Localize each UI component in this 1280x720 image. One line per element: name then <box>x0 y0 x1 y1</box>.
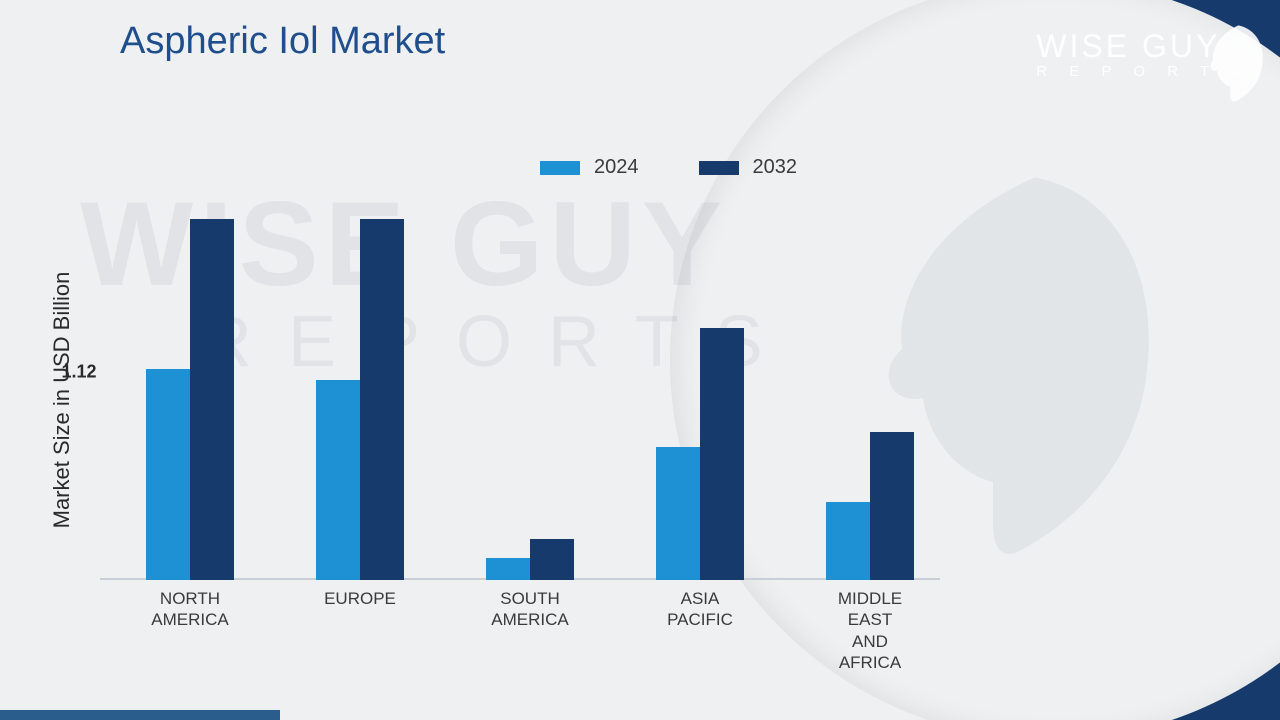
category-label: NORTHAMERICA <box>115 588 265 631</box>
bar <box>656 447 700 580</box>
category-label: MIDDLEEASTANDAFRICA <box>795 588 945 673</box>
legend-swatch <box>540 161 580 175</box>
legend: 2024 2032 <box>540 156 797 179</box>
bar <box>530 539 574 580</box>
bar-group <box>146 219 234 580</box>
footer-strip <box>0 710 280 720</box>
bar-group <box>826 432 914 580</box>
bar <box>826 502 870 580</box>
bar-group <box>486 539 574 580</box>
plot-area: 1.12 <box>100 200 940 580</box>
category-labels: NORTHAMERICA EUROPE SOUTHAMERICA ASIAPACIFI… <box>100 582 940 702</box>
bar <box>360 219 404 580</box>
legend-swatch <box>699 161 739 175</box>
legend-label: 2024 <box>594 156 639 179</box>
category-label: SOUTHAMERICA <box>455 588 605 631</box>
bar-group <box>656 328 744 580</box>
y-tick-label: 1.12 <box>61 362 96 383</box>
chart-title: Aspheric Iol Market <box>120 20 445 63</box>
bar <box>146 369 190 580</box>
bar-group <box>316 219 404 580</box>
bar <box>700 328 744 580</box>
legend-item: 2032 <box>699 156 798 179</box>
y-axis-label: Market Size in USD Billion <box>49 272 75 529</box>
legend-label: 2032 <box>753 156 798 179</box>
bar <box>190 219 234 580</box>
legend-item: 2024 <box>540 156 639 179</box>
category-label: ASIAPACIFIC <box>625 588 775 631</box>
brand-head-icon <box>1198 24 1268 104</box>
bar <box>870 432 914 580</box>
bar <box>486 558 530 580</box>
category-label: EUROPE <box>285 588 435 609</box>
bar <box>316 380 360 580</box>
chart-canvas: WISE GUY REPORTS Aspheric Iol Market WIS… <box>0 0 1280 720</box>
